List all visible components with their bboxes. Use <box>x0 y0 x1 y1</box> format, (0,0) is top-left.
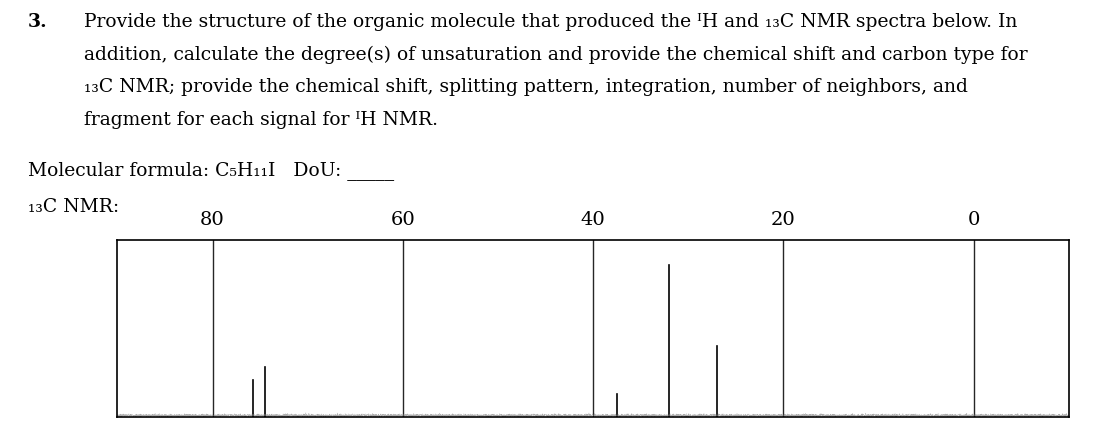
Text: Molecular formula: C₅H₁₁I   DoU: _____: Molecular formula: C₅H₁₁I DoU: _____ <box>28 161 394 180</box>
Text: ₁₃C NMR; provide the chemical shift, splitting pattern, integration, number of n: ₁₃C NMR; provide the chemical shift, spl… <box>84 78 968 96</box>
Text: addition, calculate the degree(s) of unsaturation and provide the chemical shift: addition, calculate the degree(s) of uns… <box>84 46 1027 64</box>
Text: ₁₃C NMR:: ₁₃C NMR: <box>28 198 119 217</box>
Text: fragment for each signal for ᴵH NMR.: fragment for each signal for ᴵH NMR. <box>84 111 438 129</box>
Text: Provide the structure of the organic molecule that produced the ᴵH and ₁₃C NMR s: Provide the structure of the organic mol… <box>84 13 1017 32</box>
Text: 3.: 3. <box>28 13 48 32</box>
